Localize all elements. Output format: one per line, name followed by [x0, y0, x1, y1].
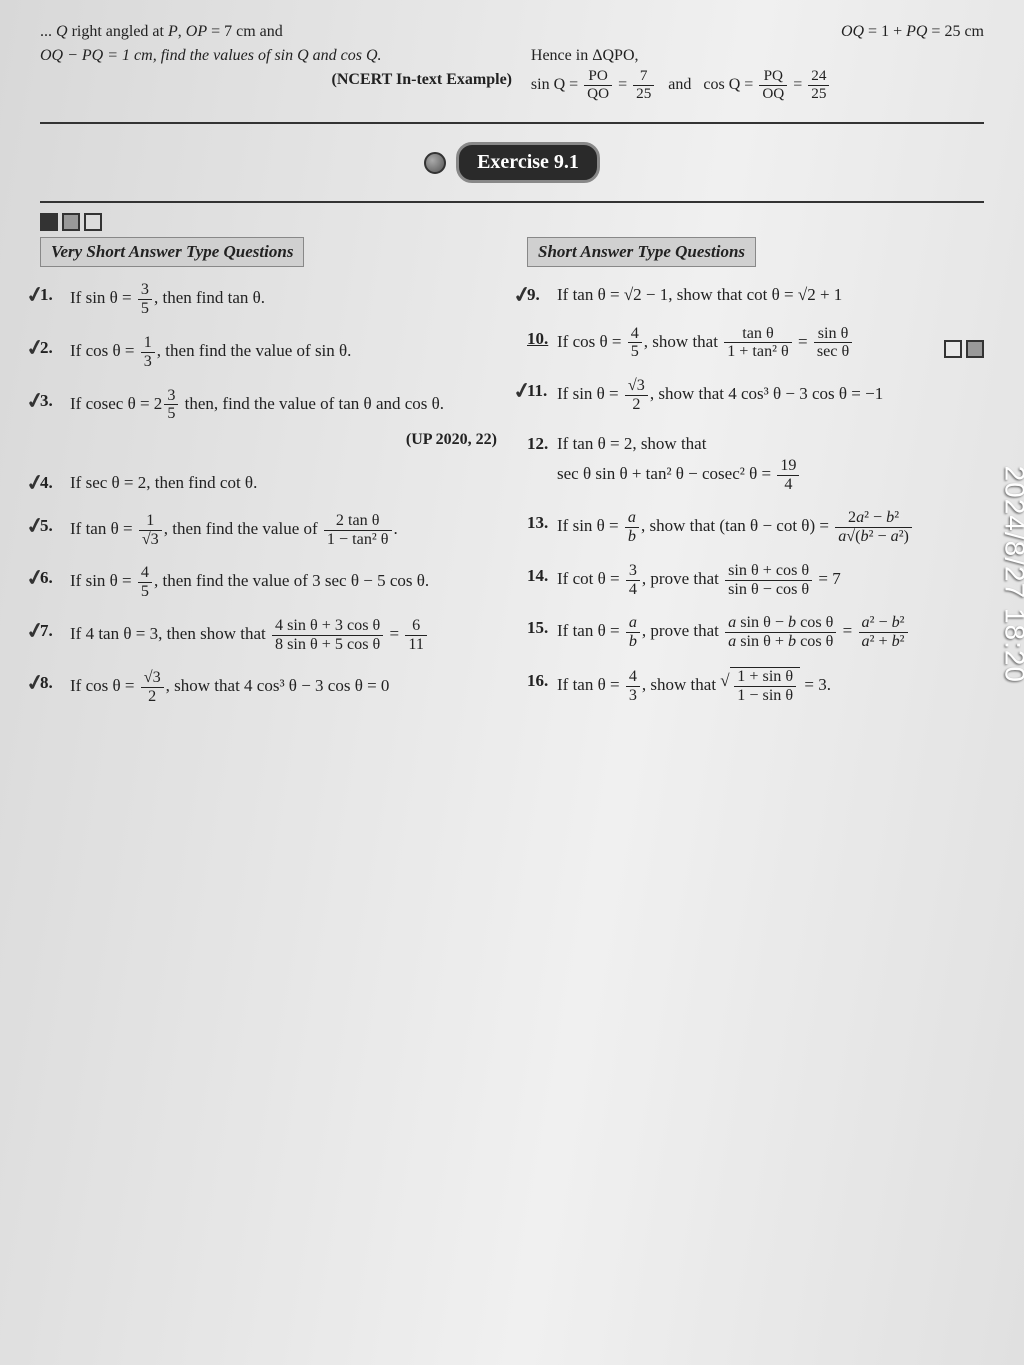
qnum: 3.	[40, 387, 70, 453]
question-columns: Very Short Answer Type Questions 1. If s…	[40, 237, 984, 722]
qtext: If sec θ = 2, then find cot θ.	[70, 469, 497, 496]
qnum: 15.	[527, 614, 557, 651]
qnum: 6.	[40, 564, 70, 601]
top-example: ... Q right angled at P, OP = 7 cm and O…	[40, 20, 984, 102]
qtext: If 4 tan θ = 3, then show that 4 sin θ +…	[70, 617, 497, 654]
qnum: 8.	[40, 669, 70, 706]
oq-pq: OQ − PQ = 1 cm, find the values of sin Q…	[40, 47, 382, 64]
square-icon	[966, 340, 984, 358]
question-11: 11. If sin θ = √32, show that 4 cos³ θ −…	[527, 377, 984, 414]
n7: 7	[633, 68, 654, 86]
square-icon	[40, 213, 58, 231]
n25: 25	[633, 86, 654, 103]
question-14: 14. If cot θ = 34, prove that sin θ + co…	[527, 562, 984, 599]
qtext: If tan θ = 43, show that 1 + sin θ1 − si…	[557, 667, 984, 705]
qnum: 16.	[527, 667, 557, 705]
question-12: 12. If tan θ = 2, show thatsec θ sin θ +…	[527, 430, 984, 494]
qnum: 13.	[527, 509, 557, 546]
right-squares	[944, 340, 984, 358]
question-3: 3. If cosec θ = 235 then, find the value…	[40, 387, 497, 453]
qtext: If sin θ = ab, show that (tan θ − cot θ)…	[557, 509, 984, 546]
qnum: 10.	[527, 325, 557, 362]
n25b: 25	[808, 86, 829, 103]
qnum: 1.	[40, 281, 70, 318]
qtext: If cos θ = 45, show that tan θ1 + tan² θ…	[557, 325, 984, 362]
question-2: 2. If cos θ = 13, then find the value of…	[40, 334, 497, 371]
qnum: 4.	[40, 469, 70, 496]
example-text: ... Q right angled at P, OP = 7 cm and	[40, 23, 283, 40]
qo: QO	[584, 86, 612, 103]
exercise-heading: Exercise 9.1	[40, 142, 984, 183]
qnum: 2.	[40, 334, 70, 371]
n24: 24	[808, 68, 829, 86]
qnum: 7.	[40, 617, 70, 654]
right-column: Short Answer Type Questions 9. If tan θ …	[527, 237, 984, 722]
qtext: If sin θ = 35, then find tan θ.	[70, 281, 497, 318]
qtext: If tan θ = ab, prove that a sin θ − b co…	[557, 614, 984, 651]
left-squares	[40, 213, 984, 231]
square-icon	[944, 340, 962, 358]
question-9: 9. If tan θ = √2 − 1, show that cot θ = …	[527, 281, 984, 308]
bullet-icon	[424, 152, 446, 174]
question-10: 10. If cos θ = 45, show that tan θ1 + ta…	[527, 325, 984, 362]
question-1: 1. If sin θ = 35, then find tan θ.	[40, 281, 497, 318]
qnum: 5.	[40, 512, 70, 549]
square-icon	[62, 213, 80, 231]
exercise-badge: Exercise 9.1	[456, 142, 600, 183]
oq: OQ	[759, 86, 787, 103]
example-left: ... Q right angled at P, OP = 7 cm and O…	[40, 20, 512, 102]
question-7: 7. If 4 tan θ = 3, then show that 4 sin …	[40, 617, 497, 654]
question-8: 8. If cos θ = √32, show that 4 cos³ θ − …	[40, 669, 497, 706]
ncert-ref: (NCERT In-text Example)	[40, 68, 512, 92]
qtext: If cos θ = 13, then find the value of si…	[70, 334, 497, 371]
top-divider	[40, 122, 984, 124]
up-ref: (UP 2020, 22)	[70, 427, 497, 453]
qtext: If sin θ = 45, then find the value of 3 …	[70, 564, 497, 601]
qtext: If cos θ = √32, show that 4 cos³ θ − 3 c…	[70, 669, 497, 706]
question-5: 5. If tan θ = 1√3, then find the value o…	[40, 512, 497, 549]
example-right: OQ = 1 + PQ = 25 cm Hence in ΔQPO, sin Q…	[531, 20, 984, 102]
camera-timestamp: 2024/8/27 18:20	[998, 465, 1024, 682]
sinq-label: sin Q =	[531, 76, 578, 93]
qnum: 9.	[527, 281, 557, 308]
and: and	[668, 76, 691, 93]
mid-divider	[40, 201, 984, 203]
square-icon	[84, 213, 102, 231]
qtext: If tan θ = 2, show thatsec θ sin θ + tan…	[557, 430, 984, 494]
cosq-label: cos Q =	[703, 76, 753, 93]
question-6: 6. If sin θ = 45, then find the value of…	[40, 564, 497, 601]
question-13: 13. If sin θ = ab, show that (tan θ − co…	[527, 509, 984, 546]
saq-header: Short Answer Type Questions	[527, 237, 756, 267]
hence-label: Hence in ΔQPO,	[531, 44, 984, 68]
qnum: 14.	[527, 562, 557, 599]
po: PO	[584, 68, 612, 86]
pq: PQ	[759, 68, 787, 86]
textbook-page: ... Q right angled at P, OP = 7 cm and O…	[0, 0, 1024, 1365]
question-16: 16. If tan θ = 43, show that 1 + sin θ1 …	[527, 667, 984, 705]
question-15: 15. If tan θ = ab, prove that a sin θ − …	[527, 614, 984, 651]
qtext: If cosec θ = 235 then, find the value of…	[70, 387, 497, 453]
vsq-header: Very Short Answer Type Questions	[40, 237, 304, 267]
left-column: Very Short Answer Type Questions 1. If s…	[40, 237, 497, 722]
qnum: 12.	[527, 430, 557, 494]
qtext: If sin θ = √32, show that 4 cos³ θ − 3 c…	[557, 377, 984, 414]
qtext: If tan θ = 1√3, then find the value of 2…	[70, 512, 497, 549]
qtext: If tan θ = √2 − 1, show that cot θ = √2 …	[557, 281, 984, 308]
question-4: 4. If sec θ = 2, then find cot θ.	[40, 469, 497, 496]
qnum: 11.	[527, 377, 557, 414]
qtext: If cot θ = 34, prove that sin θ + cos θs…	[557, 562, 984, 599]
